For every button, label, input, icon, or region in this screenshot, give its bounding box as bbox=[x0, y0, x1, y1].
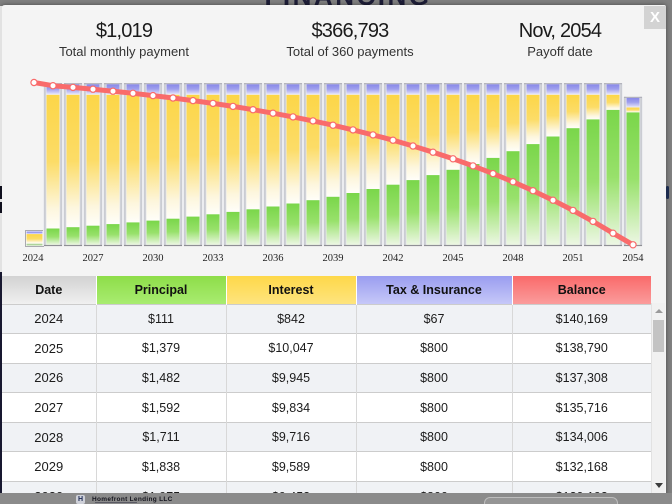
svg-text:2024: 2024 bbox=[23, 253, 45, 264]
svg-text:2045: 2045 bbox=[443, 253, 464, 264]
svg-text:2036: 2036 bbox=[263, 253, 284, 264]
svg-text:2039: 2039 bbox=[323, 253, 344, 264]
svg-text:2051: 2051 bbox=[563, 253, 584, 264]
svg-text:2054: 2054 bbox=[623, 253, 645, 264]
svg-text:2048: 2048 bbox=[503, 253, 524, 264]
svg-text:2027: 2027 bbox=[83, 253, 104, 264]
svg-text:2033: 2033 bbox=[203, 253, 224, 264]
svg-text:2042: 2042 bbox=[383, 253, 404, 264]
svg-text:2030: 2030 bbox=[143, 253, 164, 264]
